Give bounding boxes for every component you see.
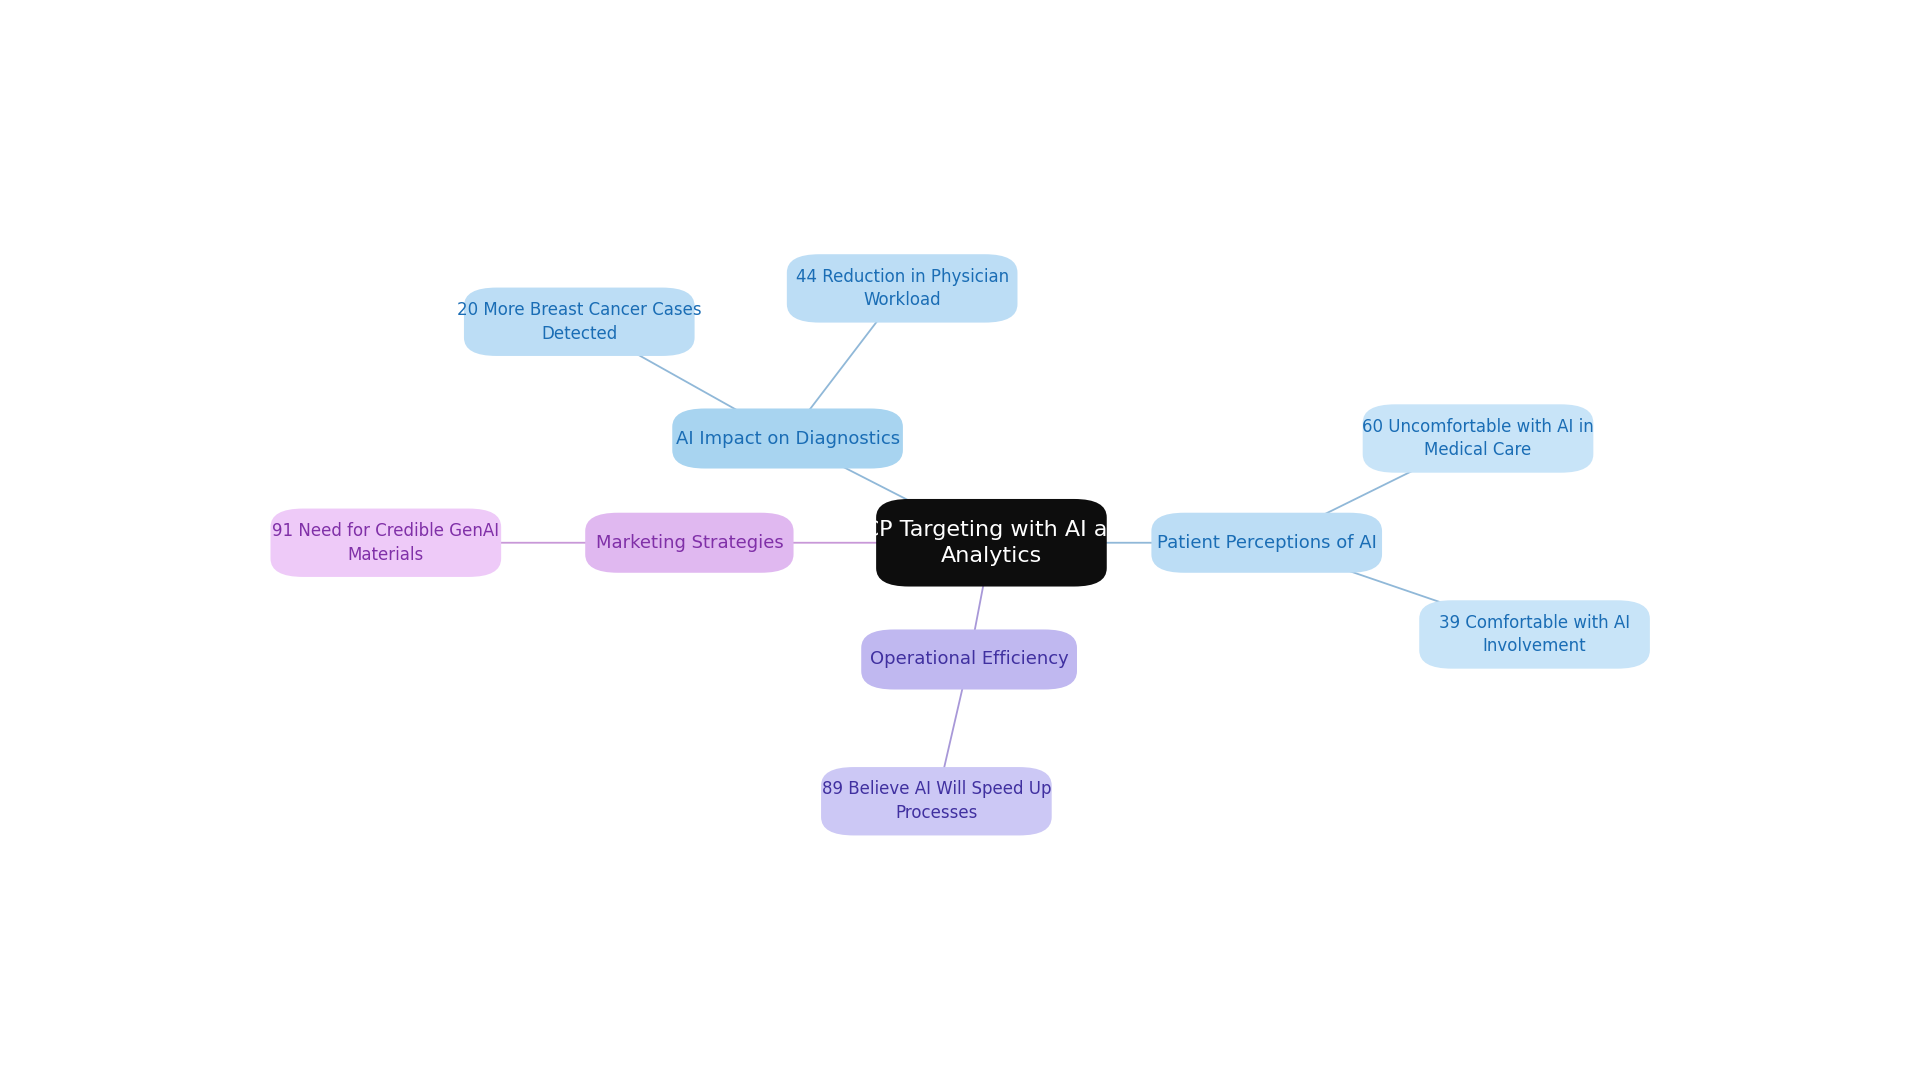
Text: Operational Efficiency: Operational Efficiency — [870, 651, 1069, 668]
FancyBboxPatch shape — [271, 509, 501, 577]
FancyBboxPatch shape — [1363, 404, 1594, 472]
FancyBboxPatch shape — [1152, 512, 1382, 573]
FancyBboxPatch shape — [787, 255, 1018, 323]
Text: 89 Believe AI Will Speed Up
Processes: 89 Believe AI Will Speed Up Processes — [822, 781, 1050, 822]
FancyBboxPatch shape — [862, 629, 1077, 690]
Text: HCP Targeting with AI and
Analytics: HCP Targeting with AI and Analytics — [847, 520, 1137, 566]
FancyBboxPatch shape — [586, 512, 793, 573]
Text: 20 More Breast Cancer Cases
Detected: 20 More Breast Cancer Cases Detected — [457, 301, 701, 342]
Text: 39 Comfortable with AI
Involvement: 39 Comfortable with AI Involvement — [1438, 614, 1630, 655]
FancyBboxPatch shape — [465, 288, 695, 356]
Text: Marketing Strategies: Marketing Strategies — [595, 534, 783, 551]
FancyBboxPatch shape — [822, 767, 1052, 835]
Text: 60 Uncomfortable with AI in
Medical Care: 60 Uncomfortable with AI in Medical Care — [1361, 418, 1594, 459]
FancyBboxPatch shape — [1419, 600, 1649, 668]
Text: Patient Perceptions of AI: Patient Perceptions of AI — [1156, 534, 1377, 551]
Text: AI Impact on Diagnostics: AI Impact on Diagnostics — [676, 430, 900, 447]
FancyBboxPatch shape — [672, 408, 902, 469]
Text: 91 Need for Credible GenAI
Materials: 91 Need for Credible GenAI Materials — [273, 522, 499, 563]
FancyBboxPatch shape — [876, 499, 1106, 587]
Text: 44 Reduction in Physician
Workload: 44 Reduction in Physician Workload — [795, 268, 1008, 310]
